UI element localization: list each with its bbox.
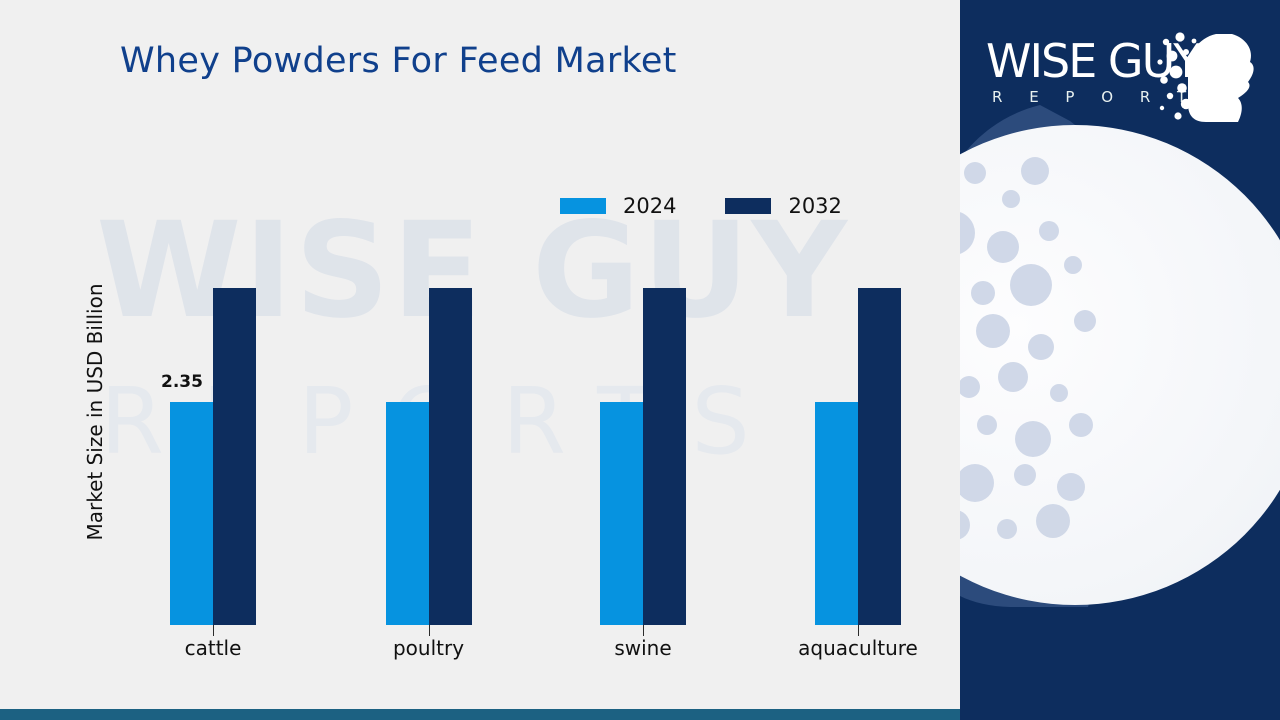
- bar-aquaculture-2024[interactable]: [815, 402, 858, 625]
- logo-head-icon: [1157, 32, 1254, 122]
- bar-cattle-2024[interactable]: [170, 402, 213, 625]
- chart-title: Whey Powders For Feed Market: [120, 41, 677, 81]
- logo-subtitle: R E P O R T S: [992, 88, 1234, 106]
- bar-poultry-2024[interactable]: [385, 402, 429, 625]
- bar-value-label: 2.35: [161, 372, 203, 393]
- x-axis-label-poultry: poultry: [392, 636, 465, 660]
- x-axis-tick: [643, 625, 644, 636]
- bar-swine-2024[interactable]: [600, 402, 643, 625]
- bar-poultry-2032[interactable]: [428, 288, 472, 625]
- x-axis-tick: [213, 625, 214, 636]
- legend-swatch-2024: [560, 198, 606, 214]
- legend-label-2024: 2024: [623, 194, 677, 218]
- legend-item-2032[interactable]: 2032: [725, 194, 890, 218]
- x-axis-label-swine: swine: [614, 636, 672, 660]
- bar-swine-2032[interactable]: [643, 288, 686, 625]
- footer-strip: [0, 709, 960, 720]
- plot-area: cattle poultry swine aquaculture 2.35: [161, 288, 918, 660]
- legend-item-2024[interactable]: 2024: [560, 194, 725, 218]
- legend-swatch-2032: [725, 198, 772, 214]
- x-axis-label-aquaculture: aquaculture: [798, 636, 918, 660]
- brand-logo: WISE GUY R E P O R T S: [982, 28, 1272, 122]
- brand-panel: [960, 0, 1280, 720]
- x-axis-label-cattle: cattle: [184, 636, 242, 660]
- x-axis-tick: [428, 625, 430, 636]
- legend-label-2032: 2032: [788, 194, 842, 218]
- bar-cattle-2032[interactable]: [213, 288, 256, 625]
- chart-legend: 2024 2032: [560, 194, 891, 218]
- decorative-dot-cluster: [960, 157, 1096, 540]
- bar-aquaculture-2032[interactable]: [858, 288, 901, 625]
- x-axis-tick: [858, 625, 859, 636]
